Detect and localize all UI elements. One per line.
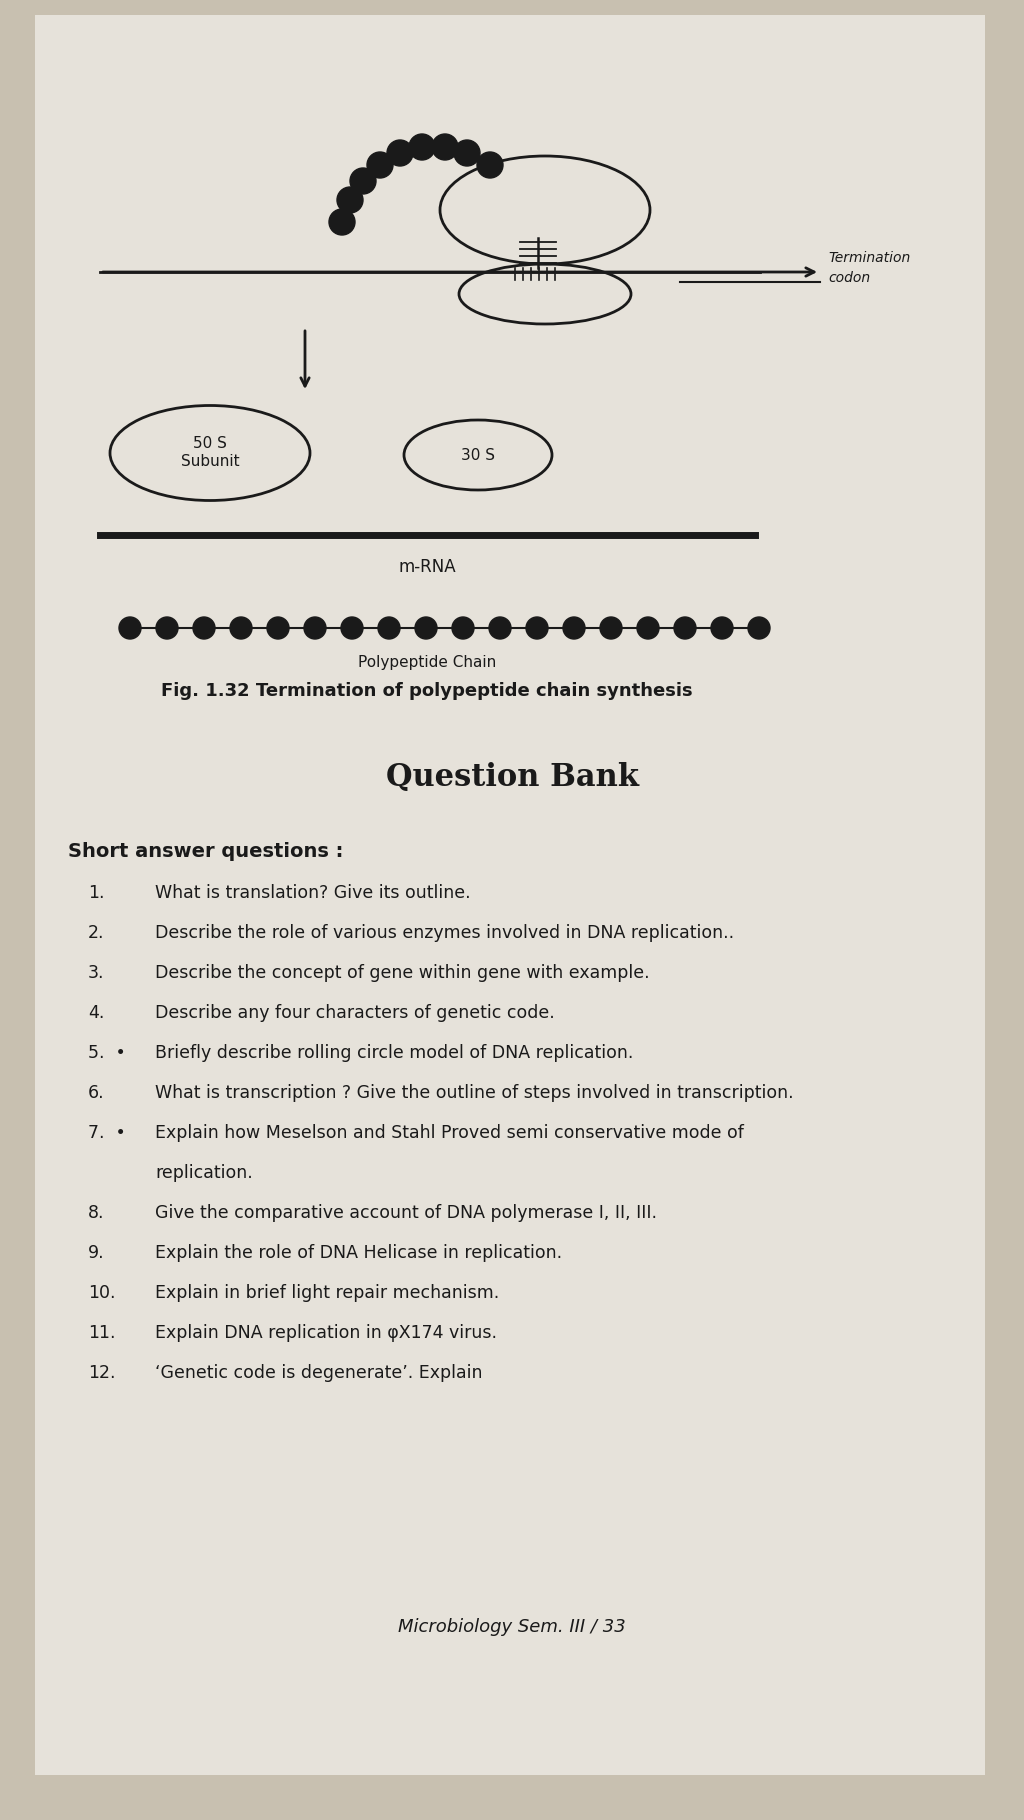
Text: m-RNA: m-RNA (398, 559, 456, 575)
Text: Subunit: Subunit (180, 455, 240, 470)
Circle shape (337, 187, 362, 213)
Text: Fig. 1.32 Termination of polypeptide chain synthesis: Fig. 1.32 Termination of polypeptide cha… (161, 682, 693, 701)
Text: ‘Genetic code is degenerate’. Explain: ‘Genetic code is degenerate’. Explain (155, 1363, 482, 1381)
Text: 6.: 6. (88, 1085, 104, 1101)
Circle shape (387, 140, 413, 166)
Circle shape (477, 153, 503, 178)
Text: 10.: 10. (88, 1283, 116, 1301)
Text: 1.: 1. (88, 885, 104, 903)
Text: 50 S: 50 S (194, 435, 227, 451)
Text: Give the comparative account of DNA polymerase I, II, III.: Give the comparative account of DNA poly… (155, 1205, 657, 1221)
Text: replication.: replication. (155, 1165, 253, 1181)
Circle shape (526, 617, 548, 639)
Text: Describe the role of various enzymes involved in DNA replication..: Describe the role of various enzymes inv… (155, 925, 734, 943)
Text: 30 S: 30 S (461, 448, 495, 462)
Text: Briefly describe rolling circle model of DNA replication.: Briefly describe rolling circle model of… (155, 1045, 634, 1063)
Circle shape (454, 140, 480, 166)
Text: 12.: 12. (88, 1363, 116, 1381)
Circle shape (409, 135, 435, 160)
Text: Microbiology Sem. III / 33: Microbiology Sem. III / 33 (398, 1618, 626, 1636)
Circle shape (329, 209, 355, 235)
Text: 2.: 2. (88, 925, 104, 943)
Circle shape (674, 617, 696, 639)
Circle shape (452, 617, 474, 639)
Circle shape (350, 167, 376, 195)
Circle shape (267, 617, 289, 639)
Circle shape (304, 617, 326, 639)
Text: Short answer questions :: Short answer questions : (68, 843, 343, 861)
Text: 8.: 8. (88, 1205, 104, 1221)
Text: 11.: 11. (88, 1323, 116, 1341)
Text: Question Bank: Question Bank (385, 763, 639, 794)
Text: 5.  •: 5. • (88, 1045, 126, 1063)
Circle shape (415, 617, 437, 639)
Circle shape (156, 617, 178, 639)
Text: Describe the concept of gene within gene with example.: Describe the concept of gene within gene… (155, 965, 649, 983)
Circle shape (367, 153, 393, 178)
Text: Explain DNA replication in φX174 virus.: Explain DNA replication in φX174 virus. (155, 1323, 497, 1341)
Circle shape (489, 617, 511, 639)
Text: What is translation? Give its outline.: What is translation? Give its outline. (155, 885, 471, 903)
Text: 4.: 4. (88, 1005, 104, 1023)
Text: Explain in brief light repair mechanism.: Explain in brief light repair mechanism. (155, 1283, 500, 1301)
Circle shape (193, 617, 215, 639)
Text: What is transcription ? Give the outline of steps involved in transcription.: What is transcription ? Give the outline… (155, 1085, 794, 1101)
Text: Polypeptide Chain: Polypeptide Chain (357, 655, 496, 670)
Circle shape (432, 135, 458, 160)
Circle shape (563, 617, 585, 639)
Text: Explain the role of DNA Helicase in replication.: Explain the role of DNA Helicase in repl… (155, 1245, 562, 1261)
Text: Explain how Meselson and Stahl Proved semi conservative mode of: Explain how Meselson and Stahl Proved se… (155, 1125, 743, 1141)
Text: 9.: 9. (88, 1245, 104, 1261)
FancyBboxPatch shape (35, 15, 985, 1774)
Circle shape (637, 617, 659, 639)
Circle shape (119, 617, 141, 639)
Circle shape (600, 617, 622, 639)
Circle shape (711, 617, 733, 639)
Circle shape (230, 617, 252, 639)
Text: 7.  •: 7. • (88, 1125, 126, 1141)
Text: Termination
codon: Termination codon (828, 251, 910, 284)
Circle shape (341, 617, 362, 639)
Text: Describe any four characters of genetic code.: Describe any four characters of genetic … (155, 1005, 555, 1023)
Text: 3.: 3. (88, 965, 104, 983)
Circle shape (378, 617, 400, 639)
Circle shape (748, 617, 770, 639)
